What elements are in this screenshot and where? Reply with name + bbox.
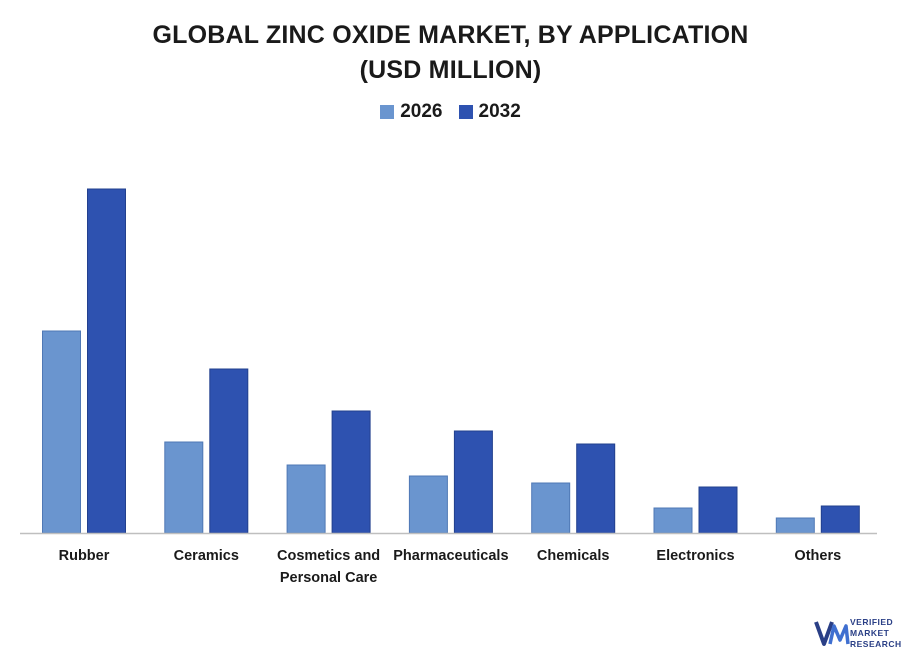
logo-text-line-2: MARKET <box>850 628 890 638</box>
legend: 2026 2032 <box>0 101 901 123</box>
bar-2032-pharmaceuticals <box>453 430 493 534</box>
bar-2032-cosmetics-and-personal-care <box>331 410 371 534</box>
x-tick-label: Pharmaceuticals <box>393 548 509 564</box>
logo-text-line-1: VERIFIED <box>850 617 894 627</box>
bar-2026-pharmaceuticals <box>408 475 448 534</box>
vmr-logo-icon <box>814 621 850 646</box>
bar-2026-cosmetics-and-personal-care <box>286 464 326 534</box>
bar-2026-others <box>775 517 815 534</box>
x-tick-label: Cosmetics and Personal Care <box>277 548 381 586</box>
bar-2032-electronics <box>698 486 738 534</box>
x-tick-label: Rubber <box>58 548 110 564</box>
bar-2032-others <box>820 505 860 534</box>
bar-2026-chemicals <box>531 482 571 534</box>
bar-2032-rubber <box>87 188 126 534</box>
x-tick-label: Others <box>794 548 842 564</box>
bar-2026-rubber <box>42 330 81 534</box>
chart-title-line-2: (USD MILLION) <box>359 56 542 84</box>
bar-2026-electronics <box>653 507 693 534</box>
legend-item-2032: 2032 <box>458 101 521 123</box>
x-tick-label: Chemicals <box>536 548 610 564</box>
legend-label-2032: 2032 <box>478 101 521 122</box>
bar-2032-ceramics <box>209 368 249 534</box>
legend-swatch-2026 <box>380 105 395 119</box>
x-tick-label: Ceramics <box>173 548 239 564</box>
chart-title-line-1: GLOBAL ZINC OXIDE MARKET, BY APPLICATION <box>152 21 749 49</box>
legend-item-2026: 2026 <box>380 101 443 123</box>
legend-label-2026: 2026 <box>400 101 443 122</box>
chart-title: GLOBAL ZINC OXIDE MARKET, BY APPLICATION… <box>0 18 901 88</box>
logo-text-line-3: RESEARCH <box>850 639 901 649</box>
bar-2032-chemicals <box>576 443 616 534</box>
legend-swatch-2032 <box>458 105 473 119</box>
x-tick-label: Electronics <box>656 548 735 564</box>
bar-2026-ceramics <box>164 441 204 534</box>
brand-logo: VERIFIED MARKET RESEARCH <box>814 612 901 652</box>
